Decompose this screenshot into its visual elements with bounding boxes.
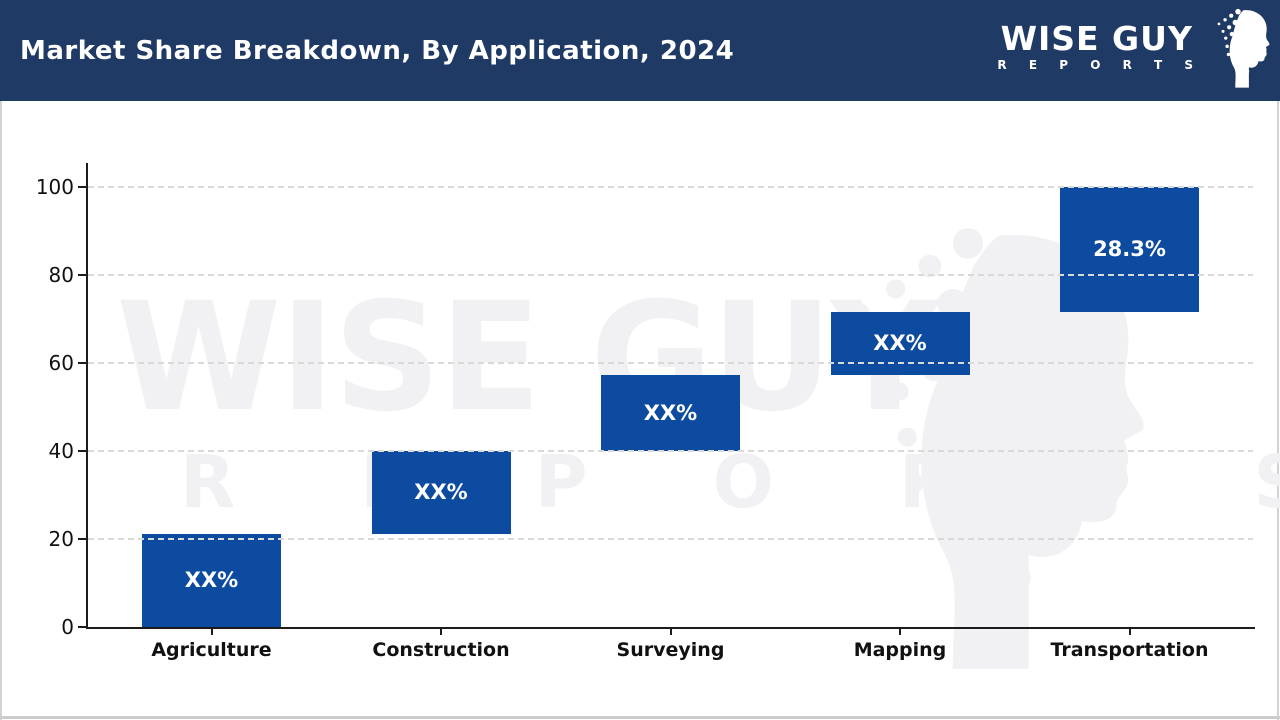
x-tick-mark — [210, 629, 213, 635]
gridline — [88, 450, 1253, 452]
bar-transportation: 28.3% — [1060, 187, 1199, 312]
x-axis-label-construction: Construction — [372, 639, 510, 661]
bar-agriculture: XX% — [142, 533, 281, 627]
bar-mapping: XX% — [830, 311, 970, 376]
bar-value-label: XX% — [643, 400, 698, 425]
watermark-wordmark: WISE GUY — [116, 271, 940, 445]
logo-text: WISE GUY R E P O R T S — [991, 22, 1202, 72]
x-axis-label-agriculture: Agriculture — [151, 639, 272, 661]
page-border-right — [1277, 101, 1279, 720]
y-tick-label: 60 — [48, 351, 74, 375]
y-tick-mark — [78, 450, 86, 452]
y-tick-label: 40 — [48, 439, 74, 463]
x-axis-label-mapping: Mapping — [853, 639, 947, 661]
y-tick-label: 20 — [48, 527, 74, 551]
y-tick-mark — [78, 274, 86, 276]
x-tick-mark — [669, 629, 672, 635]
bar-value-label: XX% — [873, 331, 927, 356]
x-tick-mark — [440, 629, 442, 635]
x-axis-label-surveying: Surveying — [616, 639, 725, 661]
y-tick-mark — [78, 362, 86, 364]
y-tick-label: 80 — [48, 263, 74, 287]
gridline — [88, 538, 1253, 540]
chart-area: WISE GUY R E P O R T S 0 20 40 60 80 100 XX% XX… — [0, 101, 1280, 720]
x-axis-label-transportation: Transportation — [1050, 639, 1209, 661]
bar-value-label: XX% — [184, 568, 239, 593]
y-tick-mark — [78, 538, 86, 540]
logo-subtext: R E P O R T S — [997, 57, 1202, 72]
y-tick-mark — [78, 626, 86, 628]
x-axis-spine — [86, 627, 1255, 629]
logo-wordmark: WISE GUY — [1000, 19, 1193, 59]
y-tick-mark — [78, 186, 86, 188]
wiseguy-logo: WISE GUY R E P O R T S — [991, 6, 1272, 88]
gridline — [88, 186, 1253, 188]
bar-value-label: XX% — [414, 480, 468, 505]
bar-surveying: XX% — [601, 375, 740, 451]
header: Market Share Breakdown, By Application, … — [0, 0, 1280, 101]
y-tick-label: 100 — [35, 175, 74, 199]
bar-value-label: 28.3% — [1093, 237, 1166, 262]
page-border-bottom — [0, 716, 1280, 719]
y-tick-label: 0 — [61, 615, 74, 639]
bar-construction: XX% — [371, 450, 511, 534]
x-tick-mark — [899, 629, 901, 635]
gridline — [88, 362, 1253, 364]
logo-face-icon — [1204, 6, 1272, 88]
page-border-left — [0, 101, 2, 720]
y-axis-spine — [86, 163, 88, 629]
x-tick-mark — [1128, 629, 1131, 635]
gridline — [88, 274, 1253, 276]
chart-title: Market Share Breakdown, By Application, … — [20, 35, 735, 66]
